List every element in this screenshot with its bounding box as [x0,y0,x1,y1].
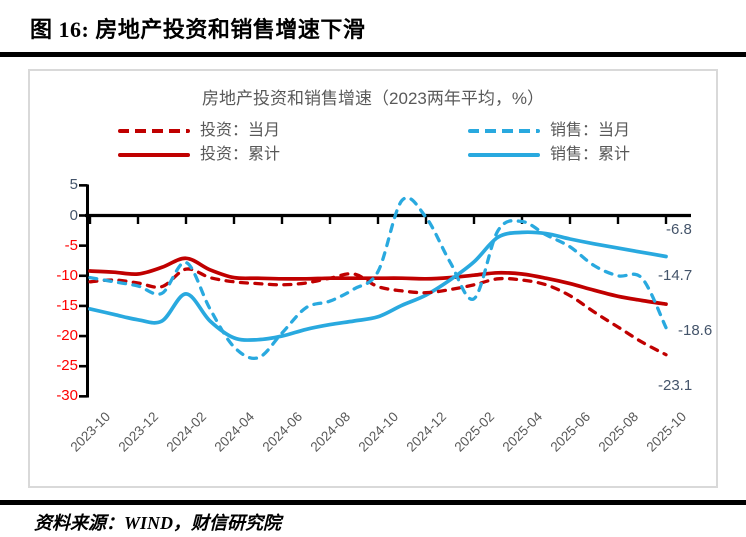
y-tick-label: 0 [69,206,78,224]
legend-swatch-investment-monthly [118,129,190,133]
series-end-label: -23.1 [658,377,693,394]
top-divider [0,52,746,57]
legend-label-sales-cumulative: 销售：累计 [550,146,631,163]
series-end-label: -14.7 [658,267,693,284]
legend-label-investment-monthly: 投资：当月 [200,122,281,139]
y-tick-label: -20 [56,327,78,345]
y-tick-label: -30 [56,387,78,405]
series-end-label: -18.6 [678,322,713,339]
legend-label-sales-monthly: 销售：当月 [550,122,631,139]
bottom-divider [0,500,746,505]
legend-swatch-investment-cumulative [118,153,190,157]
chart-title: 房地产投资和销售增速（2023两年平均，%） [202,89,544,108]
source-note: 资料来源：WIND，财信研究院 [34,513,282,533]
y-tick-label: -15 [56,296,78,314]
y-tick-label: -10 [56,266,78,284]
figure-title: 图 16: 房地产投资和销售增速下滑 [30,17,366,42]
legend-label-investment-cumulative: 投资：累计 [200,146,281,163]
y-tick-label: -5 [64,236,78,254]
legend-swatch-sales-cumulative [468,153,540,157]
series-end-label: -6.8 [666,221,692,238]
y-tick-label: 5 [69,176,78,194]
y-tick-label: -25 [56,357,78,375]
legend-swatch-sales-monthly [468,129,540,133]
